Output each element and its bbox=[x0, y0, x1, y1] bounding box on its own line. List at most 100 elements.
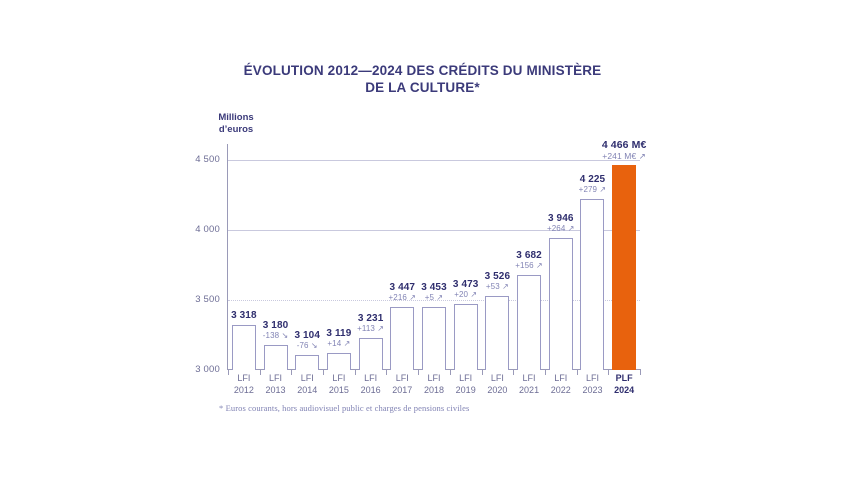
bar-slot: 3 473 +20 ↗ bbox=[450, 150, 482, 370]
x-category-lfi-2017[interactable]: LFI 2017 bbox=[382, 372, 422, 396]
bar-lfi-2019[interactable] bbox=[453, 303, 478, 370]
bar-lfi-2017[interactable] bbox=[390, 307, 415, 370]
bar-delta-label: +216 ↗ bbox=[388, 293, 417, 303]
category-year: 2014 bbox=[297, 385, 318, 395]
bar-lfi-2016[interactable] bbox=[358, 337, 383, 370]
bar-label-group: 4 225 +279 ↗ bbox=[555, 174, 629, 195]
bar-plf-2024[interactable] bbox=[612, 164, 637, 370]
category-year: 2019 bbox=[455, 385, 476, 395]
bar-slot: 3 946 +264 ↗ bbox=[545, 150, 577, 370]
bar-delta-label: +5 ↗ bbox=[424, 292, 444, 302]
bar-value-label: 3 447 bbox=[389, 282, 416, 294]
x-category-lfi-2012[interactable]: LFI 2012 bbox=[224, 372, 264, 396]
bar-value-label: 3 946 bbox=[548, 212, 574, 224]
category-year: 2013 bbox=[265, 385, 286, 395]
bar-label-group: 4 466 M€ +241 M€ ↗ bbox=[587, 138, 661, 161]
bar-delta-label: +279 ↗ bbox=[578, 184, 607, 194]
bar-label-group: 3 526 +53 ↗ bbox=[460, 271, 534, 292]
bar-label-group: 3 180 -138 ↘ bbox=[239, 320, 313, 341]
bar-lfi-2012[interactable] bbox=[231, 325, 256, 370]
bar-lfi-2015[interactable] bbox=[326, 353, 351, 370]
category-year: 2018 bbox=[423, 385, 445, 395]
category-prefix: LFI bbox=[585, 373, 599, 383]
category-year: 2016 bbox=[360, 385, 381, 395]
bar-delta-label: +14 ↗ bbox=[327, 339, 351, 349]
x-tick-mark bbox=[386, 370, 387, 375]
bar-series: 3 318 3 180 -138 ↘ 3 104 -76 ↘ 3 119 +14 ↗ 3 23… bbox=[228, 139, 646, 370]
category-year: 2021 bbox=[519, 385, 540, 395]
x-category-plf-2024[interactable]: PLF 2024 bbox=[604, 372, 644, 396]
bar-value-label: 3 318 bbox=[231, 310, 257, 322]
bar-lfi-2014[interactable] bbox=[295, 355, 320, 370]
x-tick-mark bbox=[450, 370, 451, 375]
bar-value-label: 4 225 bbox=[579, 173, 606, 185]
bar-lfi-2022[interactable] bbox=[548, 237, 573, 370]
bar-lfi-2021[interactable] bbox=[517, 274, 542, 370]
bar-slot: 3 526 +53 ↗ bbox=[482, 150, 514, 370]
bar-value-label: 4 466 M€ bbox=[601, 138, 647, 151]
y-tick-label: 4 000 bbox=[195, 224, 220, 235]
bar-label-group: 3 682 +156 ↗ bbox=[492, 250, 566, 271]
title-line-2: DE LA CULTURE* bbox=[365, 80, 480, 95]
bar-value-label: 3 119 bbox=[326, 328, 352, 340]
x-category-lfi-2013[interactable]: LFI 2013 bbox=[256, 372, 296, 396]
bar-label-group: 3 473 +20 ↗ bbox=[429, 279, 503, 300]
bar-lfi-2013[interactable] bbox=[263, 344, 288, 370]
category-prefix: LFI bbox=[300, 373, 314, 383]
bar-label-group: 3 104 -76 ↘ bbox=[270, 330, 344, 351]
x-category-lfi-2014[interactable]: LFI 2014 bbox=[287, 372, 327, 396]
category-prefix: LFI bbox=[554, 373, 568, 383]
bar-slot: 3 682 +156 ↗ bbox=[513, 150, 545, 370]
x-tick-mark bbox=[577, 370, 578, 375]
x-tick-mark bbox=[482, 370, 483, 375]
category-year: 2020 bbox=[487, 385, 508, 395]
x-category-lfi-2018[interactable]: LFI 2018 bbox=[414, 372, 454, 396]
bar-slot: 3 231 +113 ↗ bbox=[355, 150, 387, 370]
bar-label-group: 3 447 +216 ↗ bbox=[365, 282, 439, 303]
category-prefix: LFI bbox=[490, 373, 504, 383]
bar-lfi-2020[interactable] bbox=[485, 296, 510, 370]
x-tick-mark bbox=[640, 370, 641, 375]
bar-value-label: 3 180 bbox=[262, 319, 289, 331]
footnote: * Euros courants, hors audiovisuel publi… bbox=[219, 403, 470, 413]
x-category-lfi-2016[interactable]: LFI 2016 bbox=[351, 372, 391, 396]
gridline-4000 bbox=[228, 230, 640, 231]
bar-value-label: 3 231 bbox=[357, 312, 384, 324]
category-year: 2024 bbox=[614, 385, 635, 395]
category-prefix: PLF bbox=[615, 373, 633, 383]
bar-value-label: 3 104 bbox=[294, 330, 320, 342]
category-prefix: LFI bbox=[237, 373, 251, 383]
bar-delta-label: +156 ↗ bbox=[515, 260, 543, 270]
x-category-lfi-2023[interactable]: LFI 2023 bbox=[572, 372, 612, 396]
category-prefix: LFI bbox=[522, 373, 536, 383]
x-tick-mark bbox=[260, 370, 261, 375]
category-year: 2012 bbox=[233, 385, 254, 395]
x-category-lfi-2020[interactable]: LFI 2020 bbox=[477, 372, 517, 396]
bar-lfi-2018[interactable] bbox=[421, 306, 446, 370]
category-prefix: LFI bbox=[395, 373, 409, 383]
x-category-lfi-2019[interactable]: LFI 2019 bbox=[446, 372, 486, 396]
category-year: 2022 bbox=[550, 385, 571, 395]
bar-label-group: 3 453 +5 ↗ bbox=[397, 282, 471, 303]
bar-label-group: 3 119 +14 ↗ bbox=[302, 328, 376, 349]
bar-delta-label: -76 ↘ bbox=[296, 341, 318, 351]
bar-delta-label: -138 ↘ bbox=[262, 330, 289, 340]
x-tick-mark bbox=[355, 370, 356, 375]
x-tick-mark bbox=[513, 370, 514, 375]
bar-slot: 3 318 bbox=[228, 150, 260, 370]
category-prefix: LFI bbox=[269, 373, 283, 383]
x-category-lfi-2015[interactable]: LFI 2015 bbox=[319, 372, 359, 396]
bar-delta-label: +53 ↗ bbox=[485, 282, 509, 292]
bar-lfi-2023[interactable] bbox=[580, 198, 605, 370]
bar-delta-label: +241 M€ ↗ bbox=[602, 150, 646, 161]
gridline-4500 bbox=[228, 160, 640, 161]
bar-slot: 3 453 +5 ↗ bbox=[418, 150, 450, 370]
x-category-lfi-2022[interactable]: LFI 2022 bbox=[541, 372, 581, 396]
bar-value-label: 3 453 bbox=[421, 281, 447, 293]
y-tick-label: 4 500 bbox=[195, 154, 220, 165]
bar-slot: 4 466 M€ +241 M€ ↗ bbox=[602, 139, 646, 370]
x-category-lfi-2021[interactable]: LFI 2021 bbox=[509, 372, 549, 396]
x-tick-mark bbox=[418, 370, 419, 375]
category-prefix: LFI bbox=[332, 373, 346, 383]
category-year: 2023 bbox=[582, 385, 603, 395]
